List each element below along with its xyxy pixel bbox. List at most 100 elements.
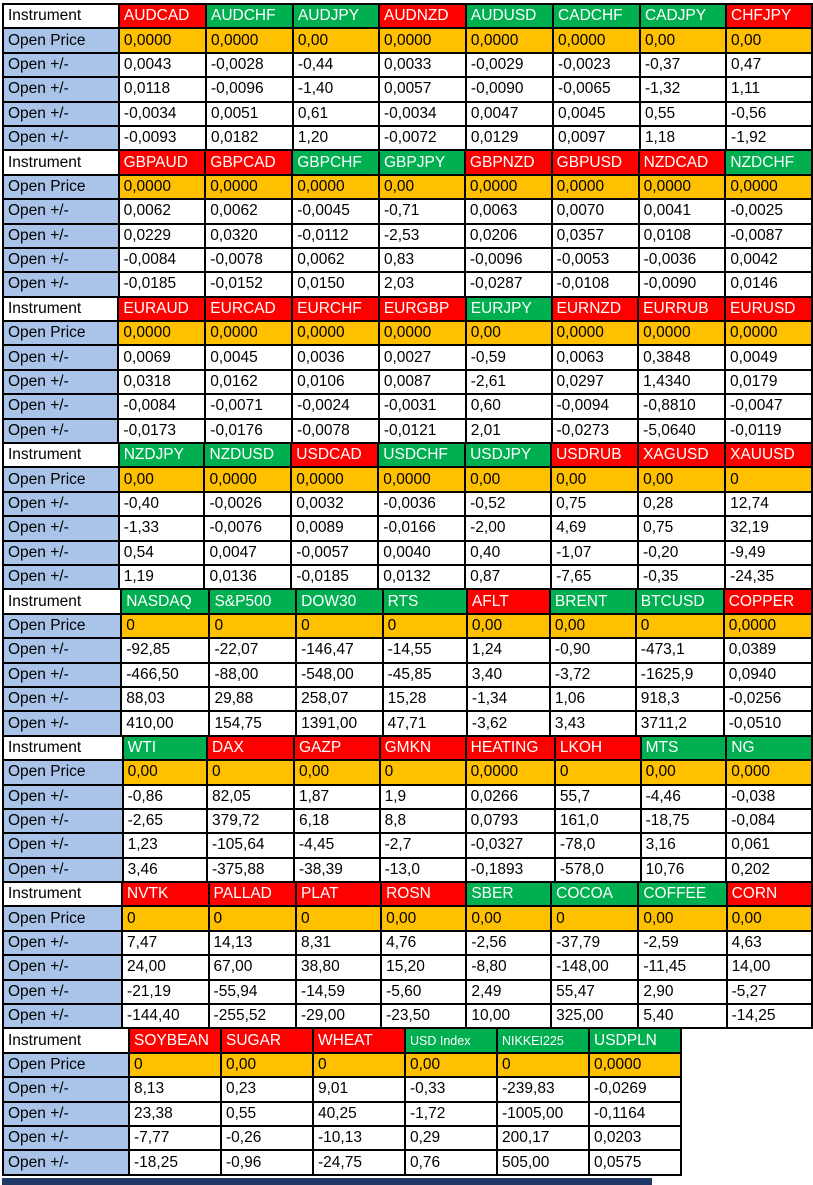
open-change-cell[interactable]: 8,8 [378,807,467,835]
open-change-cell[interactable]: 2,03 [378,271,466,298]
open-change-cell[interactable]: 2,01 [464,417,553,445]
open-change-cell[interactable]: -0,0094 [550,393,640,420]
open-change-cell[interactable]: 24,00 [121,954,210,981]
open-price-cell[interactable]: 0 [207,905,298,932]
open-change-cell[interactable]: -473,1 [634,637,725,664]
instrument-name-cell[interactable]: NIKKEI225 [496,1027,590,1054]
open-change-cell[interactable]: -78,0 [553,832,642,859]
open-change-cell[interactable]: 0,75 [550,490,640,518]
open-price-cell[interactable]: 0,00 [292,759,381,786]
instrument-name-cell[interactable]: BRENT [548,588,637,615]
instrument-name-cell[interactable]: AUDNZD [378,2,467,30]
open-change-cell[interactable]: 200,17 [496,1124,590,1152]
open-change-cell[interactable]: 918,3 [634,685,725,713]
open-price-cell[interactable]: 0,00 [378,173,466,201]
open-change-cell[interactable]: -29,00 [294,1002,383,1030]
open-price-cell[interactable]: 0,0000 [464,759,556,786]
open-change-row-label[interactable]: Open +/- [2,563,120,591]
open-change-cell[interactable]: 1,9 [378,783,467,810]
open-change-cell[interactable]: -0,20 [637,539,727,567]
open-price-cell[interactable]: 0 [496,1051,590,1079]
open-change-cell[interactable]: -0,8810 [637,393,727,420]
instrument-name-cell[interactable]: GBPUSD [550,149,640,176]
instrument-name-cell[interactable]: GMKN [378,734,467,762]
instrument-name-cell[interactable]: SBER [465,881,553,908]
open-change-cell[interactable]: -0,0029 [464,51,555,79]
open-price-cell[interactable]: 0,0000 [550,320,640,347]
open-price-cell[interactable]: 0,00 [725,27,813,54]
open-price-cell[interactable]: 0,0000 [463,173,553,201]
open-change-cell[interactable]: 4,76 [380,929,468,957]
open-change-cell[interactable]: 0,0940 [722,661,813,688]
open-change-cell[interactable]: -2,59 [637,929,728,957]
open-change-cell[interactable]: -1,92 [725,124,813,152]
open-change-cell[interactable]: -0,0045 [291,198,380,225]
open-change-cell[interactable]: -0,1164 [588,1100,682,1127]
open-change-cell[interactable]: -0,0287 [463,271,553,298]
open-change-cell[interactable]: -0,71 [378,198,466,225]
open-change-cell[interactable]: -0,0034 [378,100,467,127]
open-change-cell[interactable]: -0,44 [291,51,381,79]
open-change-cell[interactable]: -0,0065 [552,76,641,103]
open-change-cell[interactable]: -0,0036 [377,490,467,518]
open-change-cell[interactable]: 1,23 [121,832,208,859]
open-price-cell[interactable]: 0,00 [639,759,728,786]
open-price-cell[interactable]: 0,0000 [464,27,555,54]
open-price-cell[interactable]: 0,0000 [637,320,727,347]
open-change-cell[interactable]: -14,55 [381,637,468,664]
open-change-cell[interactable]: -0,0047 [724,393,813,420]
open-change-cell[interactable]: -0,0121 [377,417,467,445]
open-change-cell[interactable]: 379,72 [205,807,295,835]
open-price-row-label[interactable]: Open Price [2,759,124,786]
open-change-row-label[interactable]: Open +/- [2,100,120,127]
open-change-cell[interactable]: 23,38 [128,1100,222,1127]
open-price-cell[interactable]: 0,0000 [724,173,813,201]
open-price-cell[interactable]: 0,00 [220,1051,314,1079]
open-change-cell[interactable]: -8,80 [465,954,553,981]
open-change-cell[interactable]: -45,85 [381,661,468,688]
instrument-name-cell[interactable]: EURRUB [637,295,727,323]
open-change-cell[interactable]: -0,37 [638,51,728,79]
instrument-name-cell[interactable]: RTS [381,588,468,615]
open-change-row-label[interactable]: Open +/- [2,490,120,518]
open-change-cell[interactable]: 1,11 [725,76,813,103]
open-price-cell[interactable]: 0 [294,905,383,932]
open-price-cell[interactable]: 0,0000 [204,320,294,347]
instrument-row-label[interactable]: Instrument [2,442,120,469]
open-price-cell[interactable]: 0,0000 [204,173,294,201]
instrument-name-cell[interactable]: CHFJPY [725,2,813,30]
open-change-cell[interactable]: 0,28 [637,490,727,518]
open-change-cell[interactable]: 0,0069 [117,344,207,371]
open-change-cell[interactable]: -0,0185 [117,271,207,298]
instrument-row-label[interactable]: Instrument [1,881,124,908]
open-price-cell[interactable]: 0,00 [121,759,208,786]
open-change-row-label[interactable]: Open +/- [2,246,120,274]
open-change-cell[interactable]: -9,49 [724,539,813,567]
open-change-cell[interactable]: 1391,00 [295,710,384,737]
open-change-cell[interactable]: -0,33 [404,1076,498,1103]
open-change-cell[interactable]: 0,0162 [204,368,294,396]
instrument-name-cell[interactable]: EURUSD [724,295,813,323]
instrument-name-cell[interactable]: XAUUSD [724,442,813,469]
open-price-cell[interactable]: 0,0000 [117,320,207,347]
open-change-cell[interactable]: 0,55 [638,100,728,127]
open-change-cell[interactable]: -0,0510 [722,710,813,737]
open-price-cell[interactable]: 0 [724,466,813,493]
instrument-name-cell[interactable]: EURNZD [550,295,640,323]
instrument-name-cell[interactable]: AUDCHF [205,2,294,30]
open-price-cell[interactable]: 0,00 [380,905,468,932]
open-change-cell[interactable]: -255,52 [207,1002,298,1030]
instrument-name-cell[interactable]: CADCHF [552,2,641,30]
open-change-row-label[interactable]: Open +/- [2,222,120,249]
instrument-name-cell[interactable]: USDCAD [290,442,380,469]
open-change-row-label[interactable]: Open +/- [1,344,120,371]
open-change-row-label[interactable]: Open +/- [2,515,120,542]
instrument-name-cell[interactable]: NASDAQ [120,588,211,615]
open-price-cell[interactable]: 0 [553,759,642,786]
instrument-name-cell[interactable]: CADJPY [638,2,728,30]
open-price-cell[interactable]: 0,000 [725,759,813,786]
open-change-cell[interactable]: -0,26 [220,1124,314,1152]
open-price-cell[interactable]: 0 [550,905,640,932]
open-price-cell[interactable]: 0 [121,905,210,932]
open-change-row-label[interactable]: Open +/- [2,124,120,152]
